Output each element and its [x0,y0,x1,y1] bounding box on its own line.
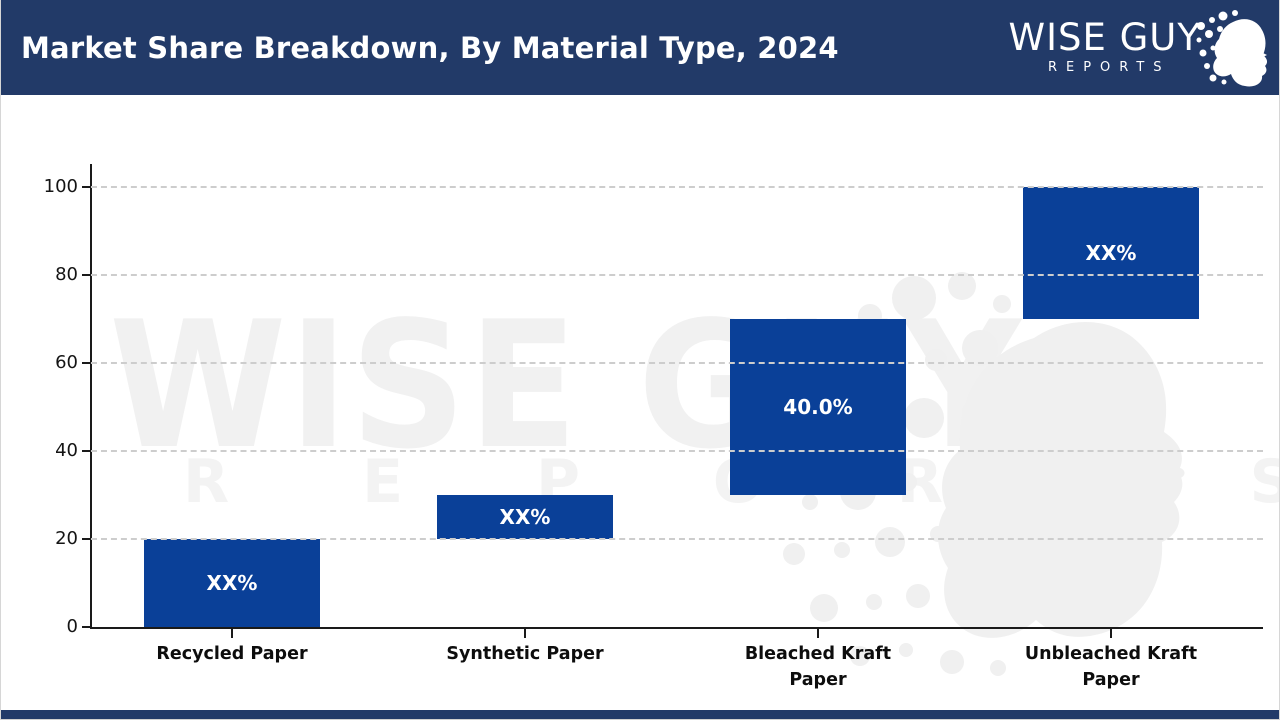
y-tick [82,450,90,452]
y-tick [82,274,90,276]
x-tick [231,629,233,638]
gridline-40 [91,450,1263,452]
y-tick-label: 20 [55,528,78,549]
logo-face-icon [1196,10,1267,87]
logo-text: WISE GUY REPORTS [1008,16,1201,76]
logo-wordmark: WISE GUY [1008,16,1201,59]
x-tick [524,629,526,638]
bar-value-label: XX% [1085,241,1137,265]
y-tick [82,538,90,540]
wise-guy-logo: WISE GUY REPORTS [1008,6,1267,90]
gridline-20 [91,538,1263,540]
bar-bleached-kraft-paper: 40.0% [730,319,906,495]
bar-unbleached-kraft-paper: XX% [1023,187,1199,319]
x-axis-line [90,627,1263,629]
y-tick [82,626,90,628]
gridline-60 [91,362,1263,364]
y-tick-label: 40 [55,440,78,461]
y-tick-label: 0 [66,616,78,637]
y-tick-label: 60 [55,352,78,373]
bar-value-label: XX% [499,505,551,529]
category-label-3: Bleached Kraft Paper [744,644,892,690]
y-tick-label: 100 [43,176,78,197]
category-label-4: Unbleached Kraft Paper [1024,644,1198,690]
gridline-100 [91,186,1263,188]
y-tick [82,362,90,364]
x-tick [817,629,819,638]
bar-synthetic-paper: XX% [437,495,613,539]
x-tick [1110,629,1112,638]
chart-title: Market Share Breakdown, By Material Type… [21,30,839,65]
y-axis-line [90,164,92,629]
logo-subtitle: REPORTS [1047,60,1171,75]
header-bar: Market Share Breakdown, By Material Type… [1,0,1279,95]
category-label-1: Recycled Paper [156,644,308,664]
y-tick-label: 80 [55,264,78,285]
bar-value-label: 40.0% [783,395,853,419]
y-tick [82,186,90,188]
category-label-2: Synthetic Paper [446,644,604,664]
footer-bar [1,710,1279,719]
bar-value-label: XX% [206,571,258,595]
bar-recycled-paper: XX% [144,539,320,627]
gridline-80 [91,274,1263,276]
